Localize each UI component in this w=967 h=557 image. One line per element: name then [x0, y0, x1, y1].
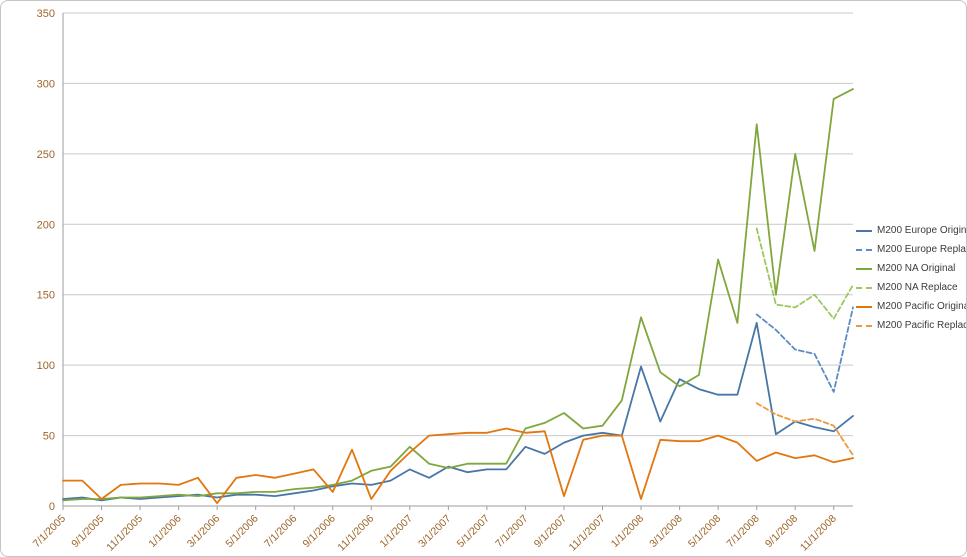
x-tick-label: 1/1/2007: [378, 513, 415, 550]
x-tick-label: 5/1/2008: [686, 513, 723, 550]
legend-label: M200 Pacific Original: [877, 301, 967, 312]
legend-line-sample: [856, 267, 872, 270]
legend-item-m200-pacific-original: M200 Pacific Original: [856, 297, 966, 316]
legend-item-m200-europe-original: M200 Europe Original: [856, 221, 966, 240]
series-line-m200-europe-original: [62, 321, 854, 502]
legend-line-sample: [856, 229, 872, 232]
x-tick-label: 9/1/2005: [69, 513, 106, 550]
x-tick-label: 1/1/2008: [609, 513, 646, 550]
legend-label: M200 NA Replace: [877, 282, 958, 293]
y-tick-label: 200: [37, 219, 55, 231]
legend-item-m200-pacific-replace: M200 Pacific Replace: [856, 316, 966, 335]
x-tick-label: 11/1/2006: [335, 513, 376, 554]
legend-label: M200 Europe Original: [877, 225, 967, 236]
x-tick-label: 3/1/2007: [416, 513, 453, 550]
legend: M200 Europe Original M200 Europe Replace M…: [856, 221, 966, 335]
x-tick-label: 7/1/2008: [724, 513, 761, 550]
y-tick-label: 100: [37, 360, 55, 372]
legend-label: M200 Europe Replace: [877, 244, 967, 255]
series-line-m200-na-replace: [755, 227, 854, 320]
legend-label: M200 Pacific Replace: [877, 320, 967, 331]
x-tick-label: 11/1/2005: [104, 513, 145, 554]
x-tick-label: 9/1/2006: [300, 513, 337, 550]
legend-item-m200-na-original: M200 NA Original: [856, 259, 966, 278]
legend-item-m200-na-replace: M200 NA Replace: [856, 278, 966, 297]
y-tick-label: 350: [37, 8, 55, 20]
x-tick-label: 11/1/2007: [567, 513, 608, 554]
x-tick-label: 7/1/2006: [262, 513, 299, 550]
legend-label: M200 NA Original: [877, 263, 956, 274]
series-line-m200-pacific-original: [62, 427, 854, 505]
y-tick-label: 150: [37, 290, 55, 302]
legend-line-sample: [856, 305, 872, 308]
legend-line-sample: [856, 324, 872, 327]
x-tick-label: 3/1/2008: [647, 513, 684, 550]
series-line-m200-europe-replace: [755, 306, 854, 393]
y-tick-label: 300: [37, 78, 55, 90]
x-tick-label: 1/1/2006: [146, 513, 183, 550]
series-line-m200-pacific-replace: [755, 402, 854, 457]
y-tick-label: 250: [37, 149, 55, 161]
x-tick-label: 3/1/2006: [185, 513, 222, 550]
x-tick-label: 7/1/2007: [493, 513, 530, 550]
x-tick-label: 11/1/2008: [798, 513, 839, 554]
x-tick-label: 9/1/2007: [532, 513, 569, 550]
series-line-m200-na-original: [62, 88, 854, 502]
legend-line-sample: [856, 286, 872, 289]
y-tick-label: 0: [49, 501, 55, 513]
legend-item-m200-europe-replace: M200 Europe Replace: [856, 240, 966, 259]
x-tick-label: 7/1/2005: [31, 513, 68, 550]
x-tick-label: 5/1/2007: [455, 513, 492, 550]
x-tick-label: 5/1/2006: [223, 513, 260, 550]
y-tick-label: 50: [43, 431, 55, 443]
legend-line-sample: [856, 248, 872, 251]
x-tick-label: 9/1/2008: [763, 513, 800, 550]
